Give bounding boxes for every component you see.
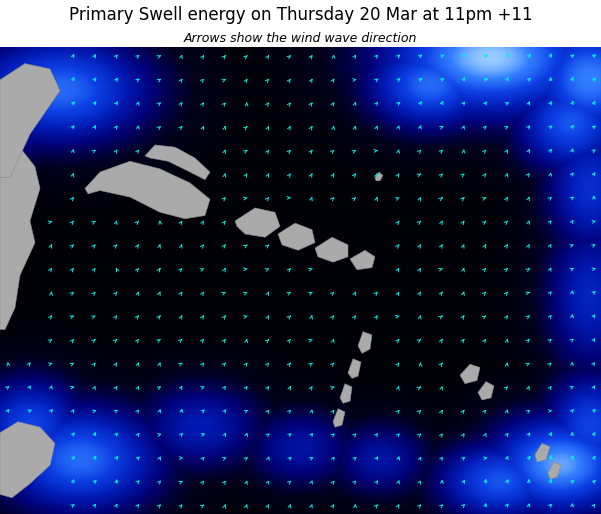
- Text: Arrows show the wind wave direction: Arrows show the wind wave direction: [184, 32, 417, 45]
- Text: Primary Swell energy on Thursday 20 Mar at 11pm +11: Primary Swell energy on Thursday 20 Mar …: [69, 6, 532, 24]
